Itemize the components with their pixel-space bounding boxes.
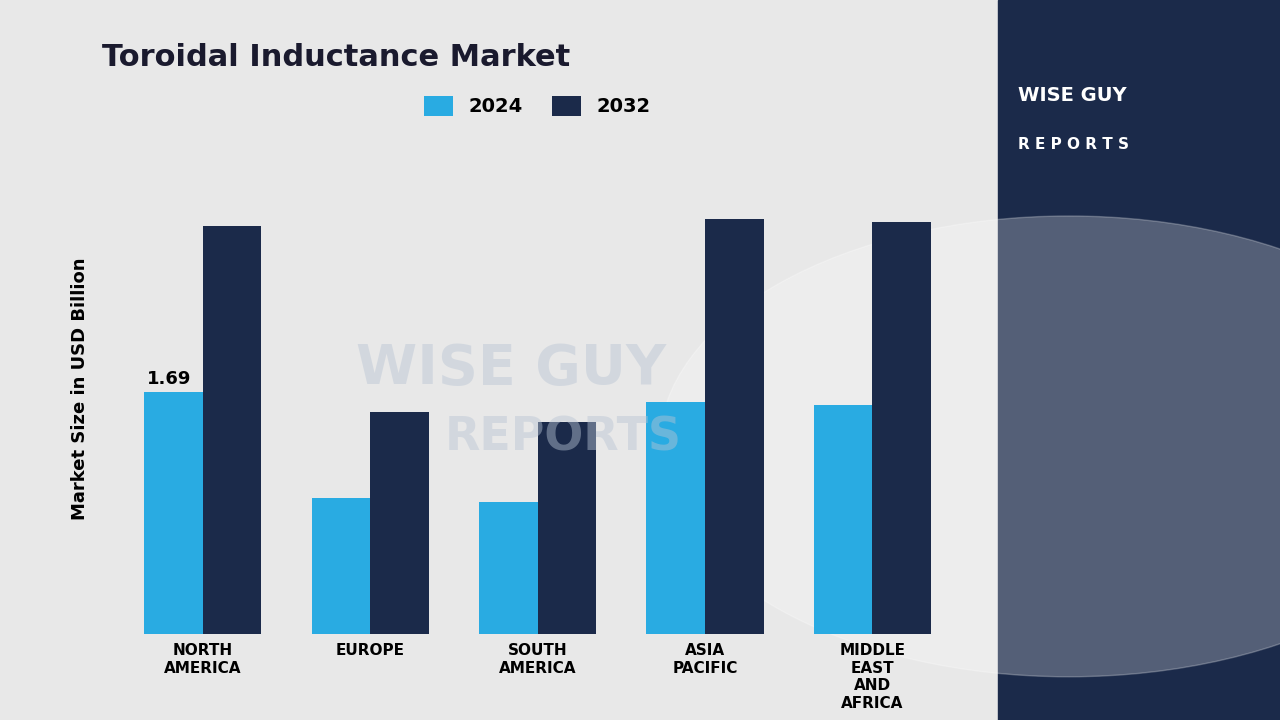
Bar bbox=[311, 498, 370, 634]
Bar bbox=[538, 422, 596, 634]
Bar bbox=[646, 402, 705, 634]
Legend: 2024, 2032: 2024, 2032 bbox=[419, 90, 657, 122]
Text: WISE GUY: WISE GUY bbox=[356, 342, 667, 396]
Circle shape bbox=[659, 216, 1280, 677]
Y-axis label: Market Size in USD Billion: Market Size in USD Billion bbox=[70, 258, 88, 520]
Text: WISE GUY: WISE GUY bbox=[1018, 86, 1126, 105]
Text: Toroidal Inductance Market: Toroidal Inductance Market bbox=[102, 43, 571, 72]
Bar bbox=[873, 222, 931, 634]
Bar bbox=[705, 219, 764, 634]
Text: 1.69: 1.69 bbox=[147, 369, 191, 387]
Bar bbox=[370, 412, 429, 634]
Bar bbox=[479, 502, 538, 634]
Bar bbox=[202, 226, 261, 634]
Text: R E P O R T S: R E P O R T S bbox=[1018, 137, 1129, 152]
Bar bbox=[145, 392, 202, 634]
Bar bbox=[814, 405, 873, 634]
Text: REPORTS: REPORTS bbox=[445, 415, 682, 460]
